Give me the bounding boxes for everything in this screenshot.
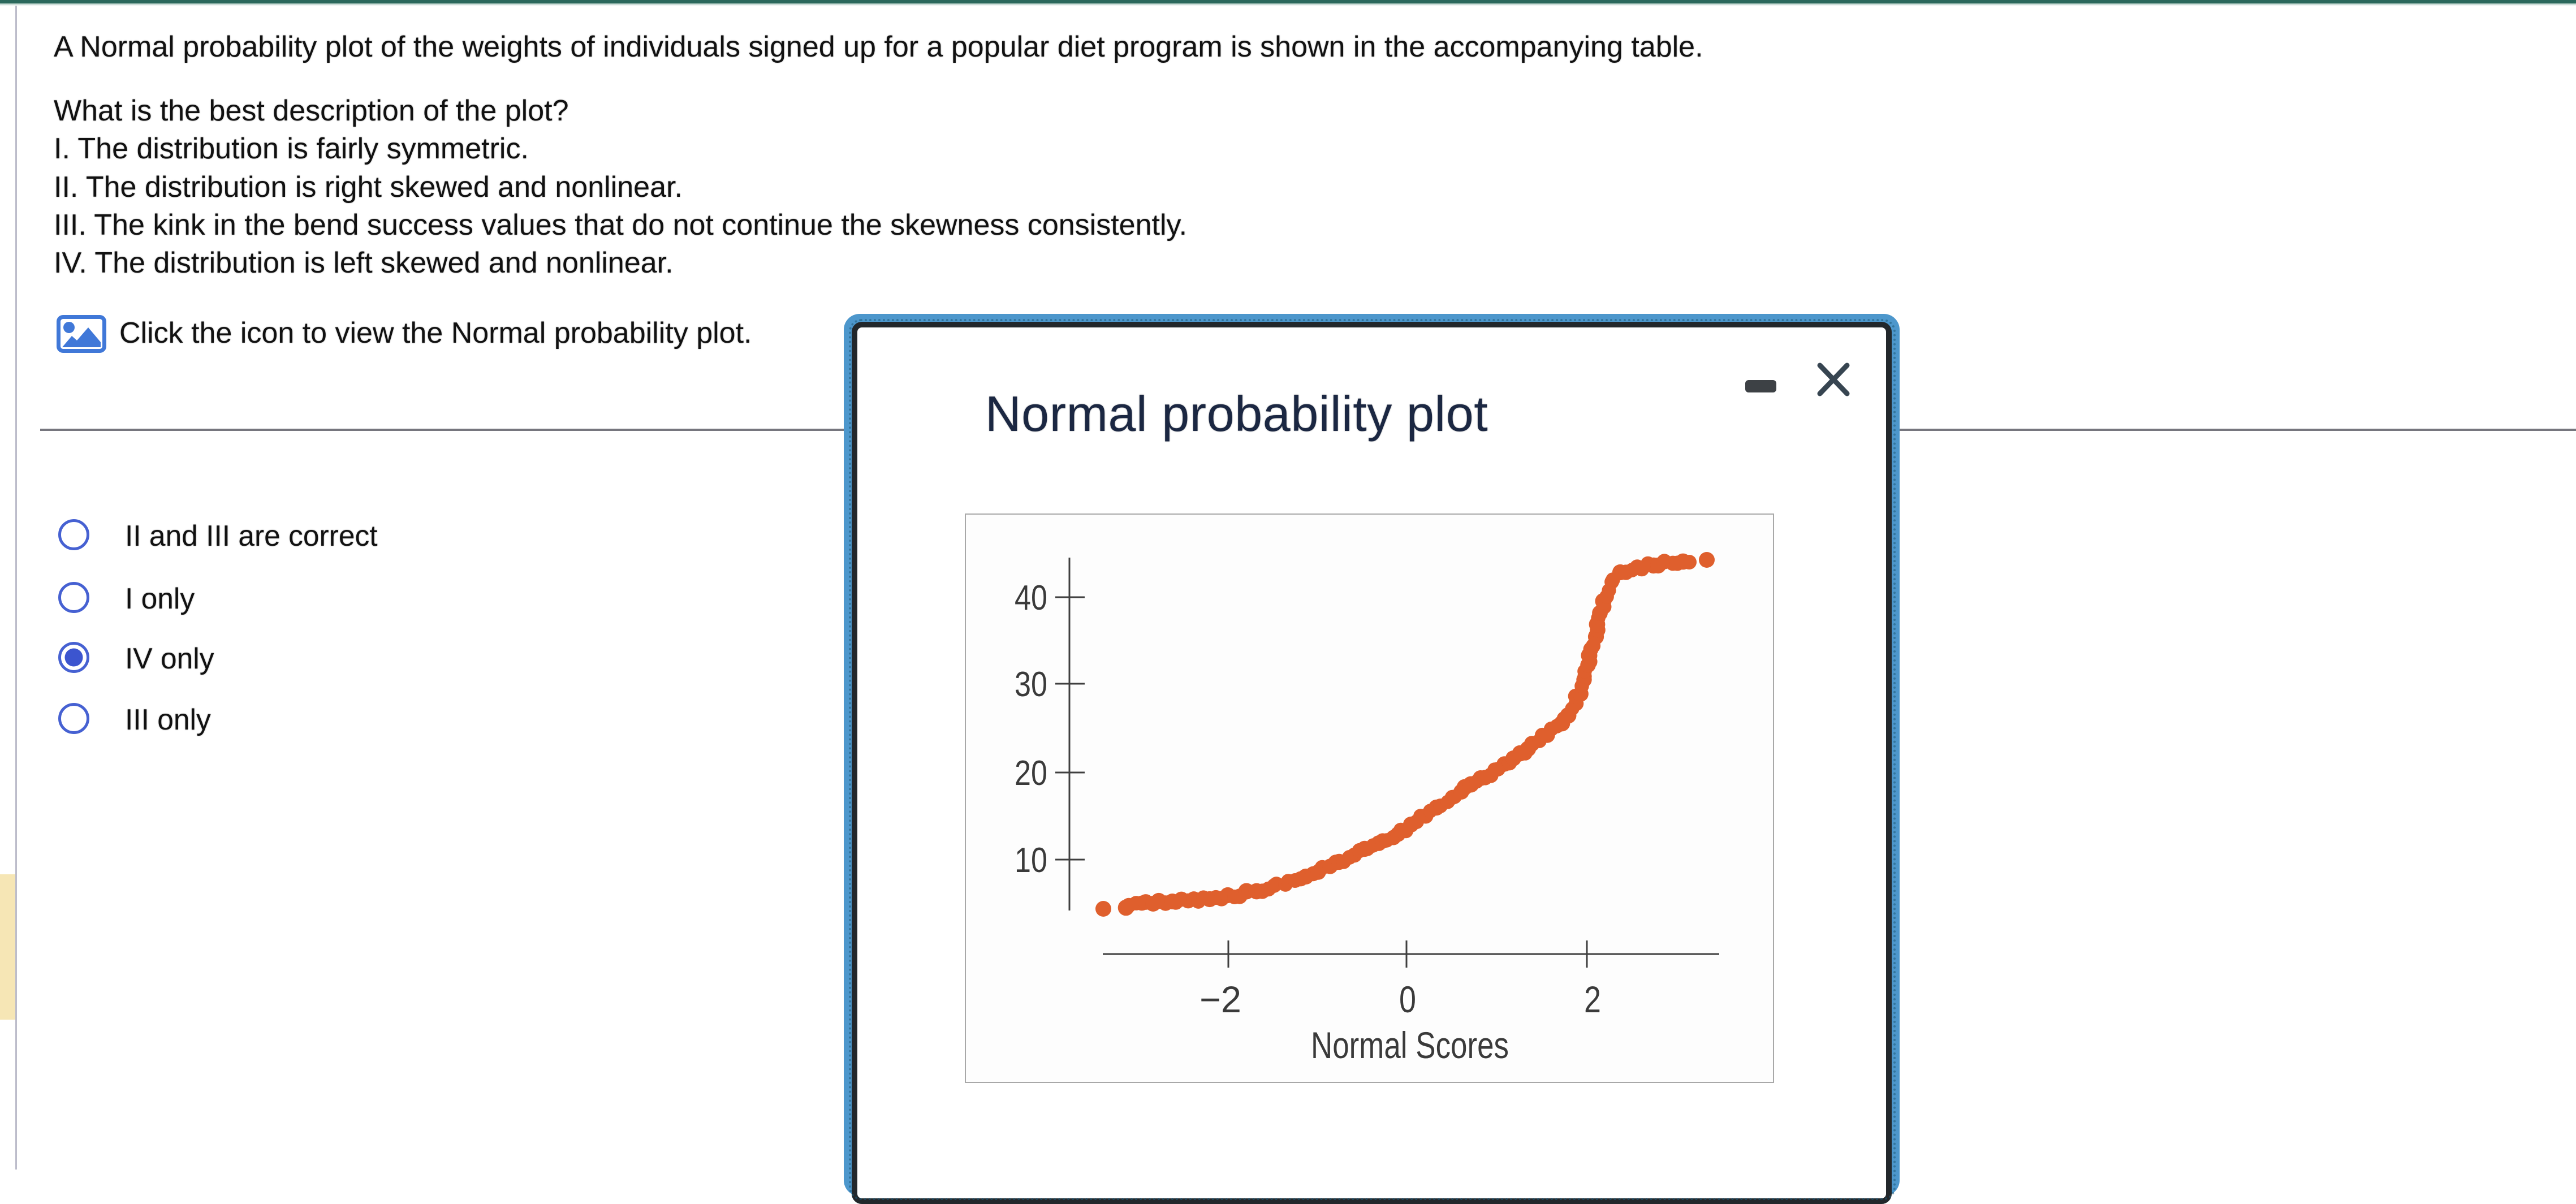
svg-text:40: 40 (1015, 579, 1047, 618)
svg-text:10: 10 (1015, 841, 1047, 880)
svg-text:20: 20 (1015, 754, 1047, 793)
svg-text:30: 30 (1015, 665, 1047, 704)
svg-text:Normal Scores: Normal Scores (1311, 1024, 1509, 1066)
svg-text:−2: −2 (1199, 978, 1241, 1020)
svg-text:0: 0 (1399, 978, 1416, 1020)
svg-text:2: 2 (1584, 978, 1601, 1020)
